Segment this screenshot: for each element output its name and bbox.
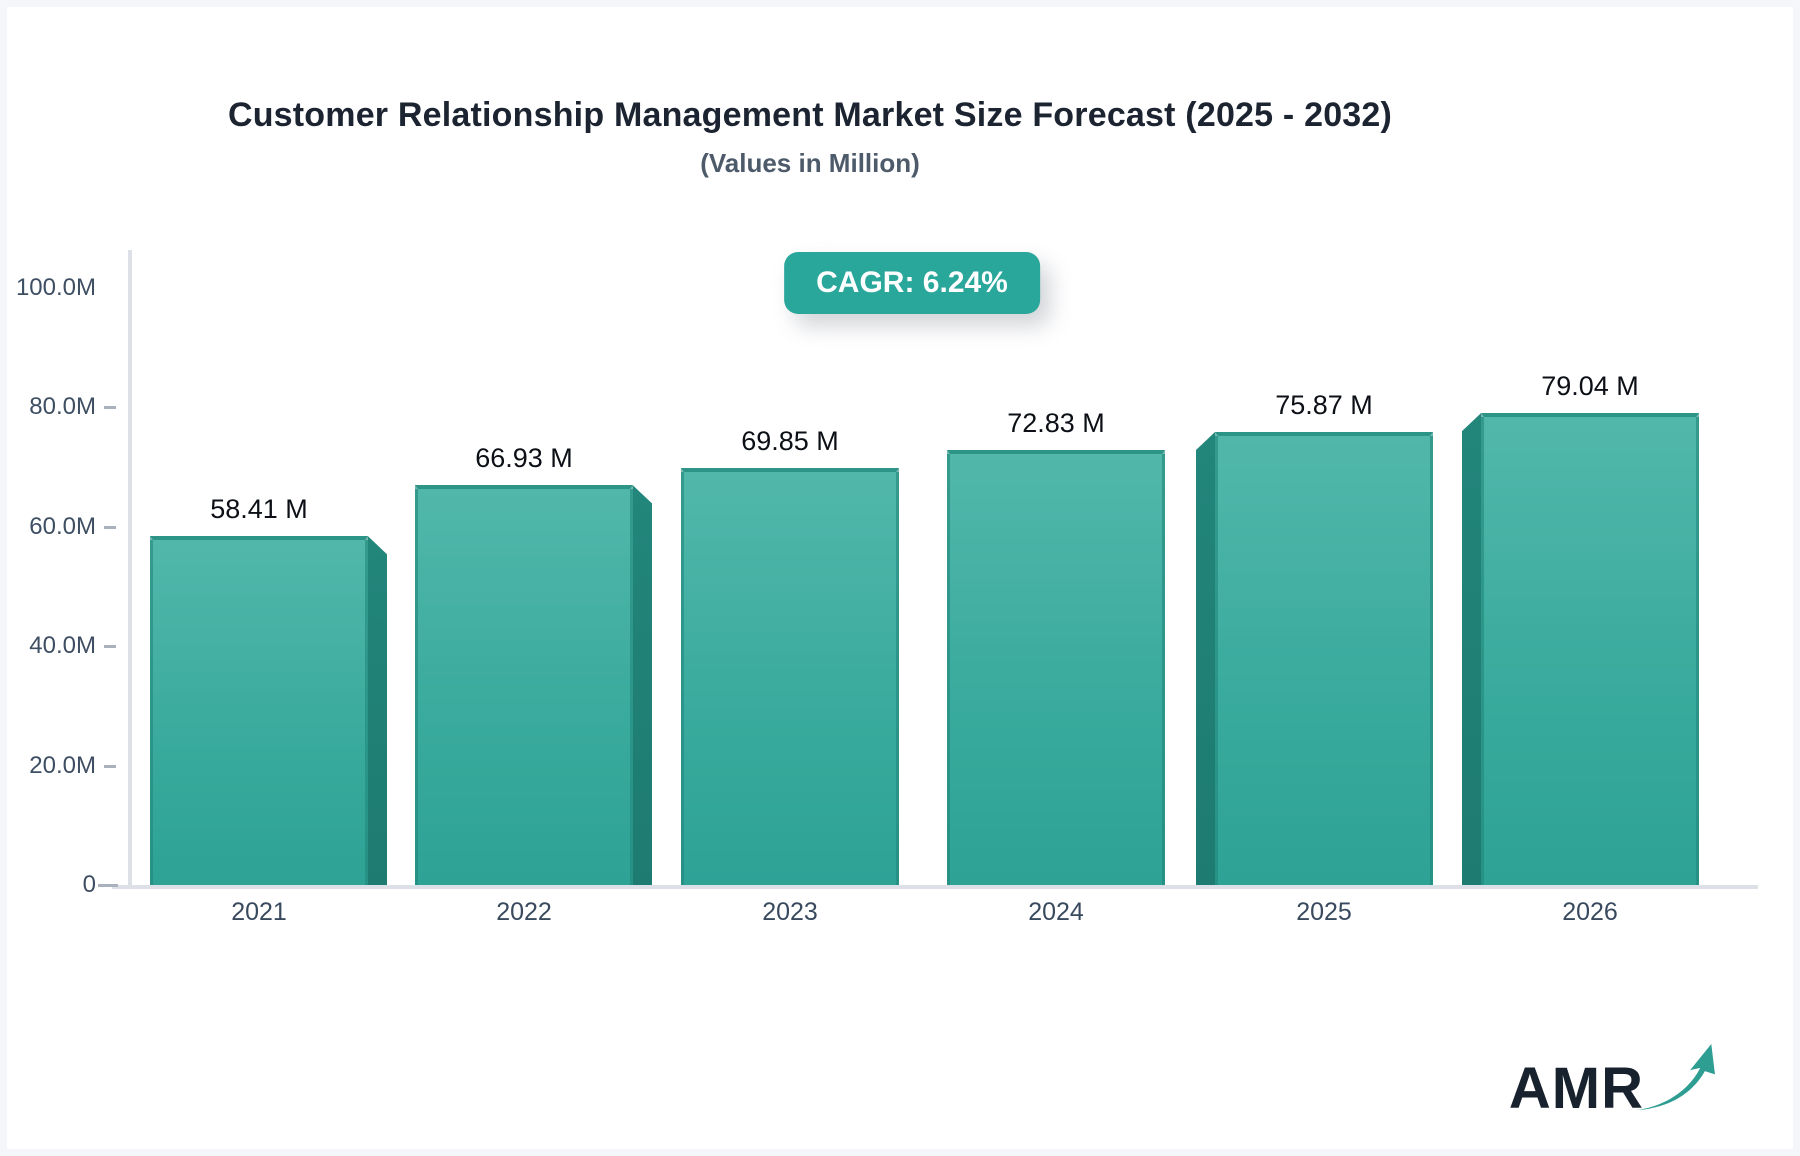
chart-subtitle: (Values in Million) [700, 148, 920, 178]
y-axis-tick-label: 100.0M [15, 274, 96, 301]
bar-2022[interactable] [415, 485, 633, 885]
y-axis-tick-label: 20.0M [29, 751, 96, 779]
bar-2024[interactable] [947, 450, 1165, 885]
bar-2022-side-face [633, 485, 652, 885]
x-axis-label: 2023 [762, 898, 818, 926]
y-axis-tick-label: 0 [82, 871, 96, 898]
chart-title: Customer Relationship Management Market … [227, 96, 1393, 134]
bar-value-label: 58.41 M [210, 494, 308, 525]
x-axis-label: 2021 [231, 898, 287, 926]
cagr-badge: CAGR: 6.24% [784, 252, 1040, 314]
y-axis-tick-mark [98, 884, 118, 887]
bar-value-label: 69.85 M [741, 425, 839, 456]
bar-value-label: 66.93 M [475, 443, 573, 474]
y-axis-tick-mark [104, 764, 116, 768]
y-axis-line [128, 250, 132, 887]
bar-2021[interactable] [150, 536, 368, 885]
y-axis-tick-mark [104, 406, 116, 410]
x-axis-label: 2026 [1562, 898, 1618, 926]
x-axis-label: 2022 [496, 898, 552, 926]
growth-arrow-icon [1635, 1043, 1715, 1111]
x-axis-label: 2025 [1296, 898, 1352, 926]
bar-2023[interactable] [681, 467, 899, 885]
bar-value-label: 79.04 M [1541, 371, 1639, 402]
y-axis-tick-label: 80.0M [29, 393, 96, 421]
y-axis-tick-mark [104, 525, 116, 529]
amr-logo: AMR [1509, 1040, 1726, 1118]
bar-2026-side-face [1462, 413, 1481, 885]
bar-value-label: 75.87 M [1275, 390, 1373, 421]
y-axis-tick-label: 60.0M [29, 512, 96, 540]
bar-2021-side-face [368, 536, 387, 885]
y-axis-tick-mark [104, 645, 116, 649]
bar-value-label: 72.83 M [1007, 408, 1105, 439]
y-axis-tick-label: 40.0M [29, 632, 96, 660]
bar-2025[interactable] [1215, 432, 1433, 885]
amr-logo-text: AMR [1508, 1056, 1644, 1121]
x-axis-line [112, 885, 1758, 889]
bar-2025-side-face [1196, 432, 1215, 885]
x-axis-label: 2024 [1028, 898, 1084, 926]
bar-2026[interactable] [1481, 413, 1699, 885]
